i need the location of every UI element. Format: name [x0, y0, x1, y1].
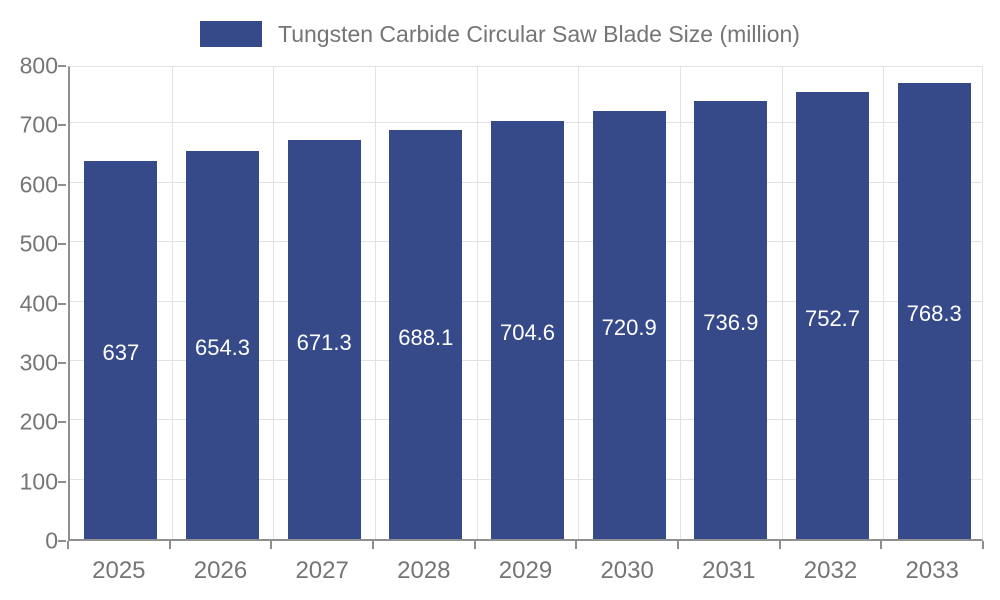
y-axis-tick	[58, 65, 66, 67]
x-tick-label: 2033	[905, 557, 959, 584]
bar	[491, 120, 564, 539]
bar-value-label: 736.9	[703, 310, 759, 336]
legend[interactable]: Tungsten Carbide Circular Saw Blade Size…	[0, 14, 1000, 54]
gridline-v	[476, 67, 478, 539]
y-axis-tick	[58, 540, 66, 542]
y-axis-tick	[58, 124, 66, 127]
x-tick-label: 2028	[397, 557, 451, 584]
y-axis-tick	[58, 243, 66, 246]
y-tick-label: 700	[19, 111, 58, 138]
y-tick-label: 100	[19, 468, 58, 495]
bar	[389, 130, 463, 539]
bar	[897, 82, 971, 539]
x-axis-tick	[67, 541, 69, 549]
gridline-v	[781, 67, 783, 539]
x-tick-label: 2027	[295, 557, 349, 584]
x-axis-tick	[575, 541, 578, 549]
y-axis-tick	[58, 302, 66, 305]
bar	[796, 92, 869, 539]
x-axis-tick	[982, 541, 984, 549]
x-tick-label: 2032	[803, 557, 858, 584]
gridline-v	[273, 67, 275, 539]
y-tick-label: 200	[19, 408, 58, 435]
legend-label[interactable]: Tungsten Carbide Circular Saw Blade Size…	[278, 20, 800, 47]
y-axis-tick	[58, 421, 66, 424]
gridline-v	[680, 67, 681, 539]
x-tick-label: 2025	[92, 557, 146, 584]
gridline-v	[578, 67, 580, 539]
x-axis-tick	[270, 541, 273, 549]
plot-area: 637 654.3 671.3 688.1 704.6 720.9 736.9 752.7 76…	[68, 66, 983, 541]
x-axis-tick	[778, 541, 781, 549]
bar-value-label: 720.9	[601, 314, 657, 340]
gridline-v	[883, 67, 885, 539]
y-tick-label: 0	[45, 527, 58, 554]
x-axis-tick	[372, 541, 374, 549]
bar	[287, 140, 361, 539]
y-axis-tick	[58, 361, 66, 364]
x-tick-label: 2026	[193, 557, 248, 584]
gridline-v	[171, 67, 173, 539]
y-tick-label: 600	[19, 171, 58, 198]
bar	[186, 150, 259, 539]
y-axis-tick	[58, 480, 66, 483]
gridline-v	[375, 67, 376, 539]
y-axis-tick	[58, 183, 66, 186]
x-axis-tick	[880, 541, 883, 549]
y-tick-label: 400	[19, 290, 58, 316]
x-tick-label: 2031	[702, 557, 756, 584]
y-tick-label: 300	[19, 349, 58, 376]
x-axis-tick	[473, 541, 476, 549]
bar-value-label: 688.1	[398, 324, 454, 350]
x-tick-label: 2030	[600, 557, 654, 584]
x-axis-tick	[168, 541, 171, 549]
y-tick-label: 500	[19, 230, 58, 257]
bar-value-label: 654.3	[194, 334, 251, 360]
bar-value-label: 752.7	[804, 305, 861, 331]
bar	[592, 110, 666, 539]
bar-value-label: 637	[102, 339, 140, 365]
bar-value-label: 671.3	[296, 329, 352, 355]
legend-swatch[interactable]	[200, 21, 262, 47]
y-tick-label: 800	[19, 52, 58, 79]
bar	[694, 101, 768, 539]
bar	[84, 160, 158, 539]
x-axis-tick	[677, 541, 679, 549]
bar-value-label: 704.6	[499, 319, 556, 345]
x-tick-label: 2029	[498, 557, 553, 584]
bar-value-label: 768.3	[906, 300, 962, 326]
